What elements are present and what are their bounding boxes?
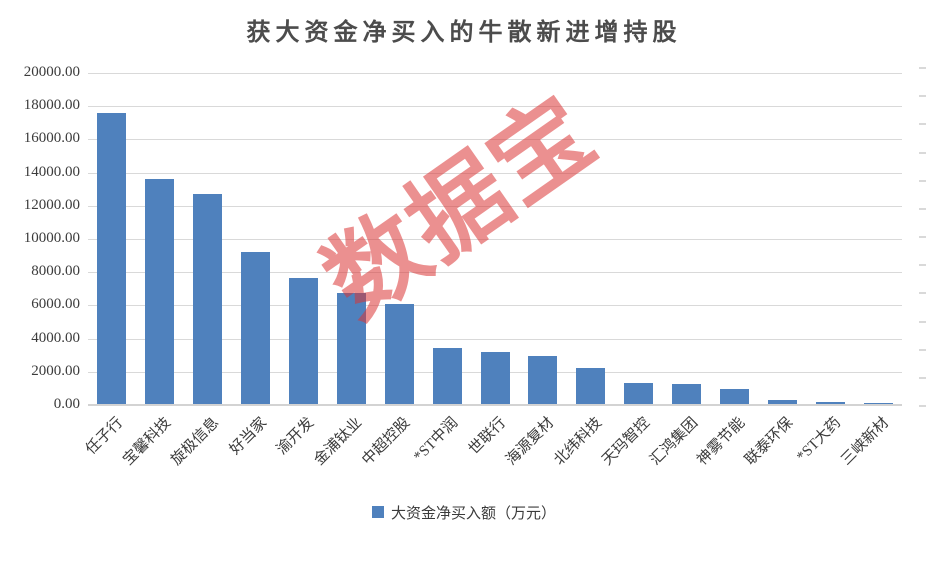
y-axis-tick-label: 14000.00 <box>23 163 80 180</box>
y-axis-tick-label: 12000.00 <box>23 196 80 213</box>
y-axis-tick-label: 10000.00 <box>23 230 80 246</box>
gridline <box>88 272 902 274</box>
secondary-axis-tick <box>919 320 926 323</box>
secondary-axis-tick <box>919 67 926 69</box>
secondary-axis-tick <box>919 264 926 267</box>
bar <box>145 179 175 405</box>
bar <box>672 384 702 405</box>
secondary-axis-tick <box>919 376 926 379</box>
legend-marker-icon <box>371 506 384 518</box>
secondary-axis-tick <box>919 95 926 98</box>
chart-title: 获大资金净买入的牛散新进增持股 <box>246 20 682 46</box>
gridline <box>88 172 902 174</box>
secondary-axis-tick <box>919 207 926 210</box>
gridline <box>88 139 902 141</box>
secondary-axis-tick <box>919 123 926 126</box>
y-axis-tick-label: 16000.00 <box>23 130 80 147</box>
y-axis-tick-label: 2000.00 <box>31 362 80 379</box>
bar <box>624 382 654 405</box>
secondary-axis-tick <box>919 151 926 154</box>
bar <box>193 194 223 405</box>
gridline <box>88 106 902 108</box>
bar <box>815 402 845 405</box>
y-axis-tick-label: 8000.00 <box>31 263 80 280</box>
gridline <box>88 239 902 240</box>
secondary-axis-tick <box>919 348 926 351</box>
x-axis-line <box>88 404 902 406</box>
gridline <box>88 205 902 207</box>
gridline <box>88 305 902 307</box>
y-axis-tick-label: 4000.00 <box>31 329 80 346</box>
gridline <box>88 73 902 74</box>
secondary-axis-tick <box>919 292 926 295</box>
secondary-axis-tick <box>919 179 926 182</box>
secondary-axis-tick <box>919 236 926 238</box>
bar <box>576 368 606 405</box>
chart: 获大资金净买入的牛散新进增持股 0.00 2000.00 4000.00 6000.0… <box>0 20 928 522</box>
legend: 大资金净买入额（万元） <box>0 502 928 522</box>
y-axis-tick-label: 6000.00 <box>31 296 80 313</box>
y-axis-tick-label: 18000.00 <box>23 97 80 114</box>
legend-label: 大资金净买入额（万元） <box>390 505 556 522</box>
bar <box>767 400 797 405</box>
bar <box>97 112 127 405</box>
bar <box>719 389 749 405</box>
plot-area <box>88 73 902 405</box>
bar <box>288 278 318 405</box>
bar <box>384 304 414 405</box>
bar <box>863 402 893 405</box>
y-axis-tick-label: 0.00 <box>53 396 80 412</box>
secondary-axis-tick <box>919 405 926 407</box>
gridline <box>88 338 902 340</box>
bar <box>241 252 271 405</box>
bar <box>432 348 462 405</box>
bar <box>480 351 510 405</box>
bar <box>528 356 558 405</box>
bar <box>336 293 366 405</box>
y-axis-tick-label: 20000.00 <box>23 64 80 80</box>
